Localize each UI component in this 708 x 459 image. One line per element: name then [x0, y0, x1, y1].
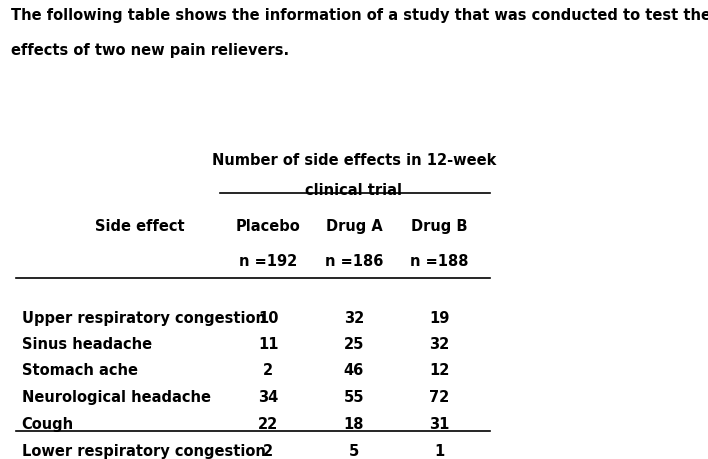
Text: Drug B: Drug B [411, 218, 468, 233]
Text: 32: 32 [344, 310, 364, 325]
Text: Upper respiratory congestion: Upper respiratory congestion [21, 310, 266, 325]
Text: 18: 18 [343, 416, 364, 431]
Text: Placebo: Placebo [236, 218, 301, 233]
Text: 25: 25 [343, 336, 364, 351]
Text: 72: 72 [429, 390, 450, 405]
Text: Neurological headache: Neurological headache [21, 390, 210, 405]
Text: 32: 32 [429, 336, 450, 351]
Text: The following table shows the information of a study that was conducted to test : The following table shows the informatio… [11, 8, 708, 23]
Text: Lower respiratory congestion: Lower respiratory congestion [21, 443, 266, 459]
Text: 12: 12 [429, 363, 450, 377]
Text: n =192: n =192 [239, 253, 297, 268]
Text: 31: 31 [429, 416, 450, 431]
Text: 2: 2 [263, 363, 273, 377]
Text: Drug A: Drug A [326, 218, 382, 233]
Text: Stomach ache: Stomach ache [21, 363, 137, 377]
Text: clinical trial: clinical trial [305, 183, 402, 198]
Text: Side effect: Side effect [95, 218, 185, 233]
Text: 11: 11 [258, 336, 278, 351]
Text: 46: 46 [344, 363, 364, 377]
Text: 34: 34 [258, 390, 278, 405]
Text: n =186: n =186 [325, 253, 383, 268]
Text: 55: 55 [343, 390, 364, 405]
Text: 5: 5 [349, 443, 359, 459]
Text: effects of two new pain relievers.: effects of two new pain relievers. [11, 43, 290, 58]
Text: n =188: n =188 [410, 253, 469, 268]
Text: 19: 19 [429, 310, 450, 325]
Text: 22: 22 [258, 416, 278, 431]
Text: Cough: Cough [21, 416, 74, 431]
Text: 10: 10 [258, 310, 278, 325]
Text: 2: 2 [263, 443, 273, 459]
Text: Sinus headache: Sinus headache [21, 336, 152, 351]
Text: 1: 1 [435, 443, 445, 459]
Text: Number of side effects in 12-week: Number of side effects in 12-week [212, 152, 496, 168]
